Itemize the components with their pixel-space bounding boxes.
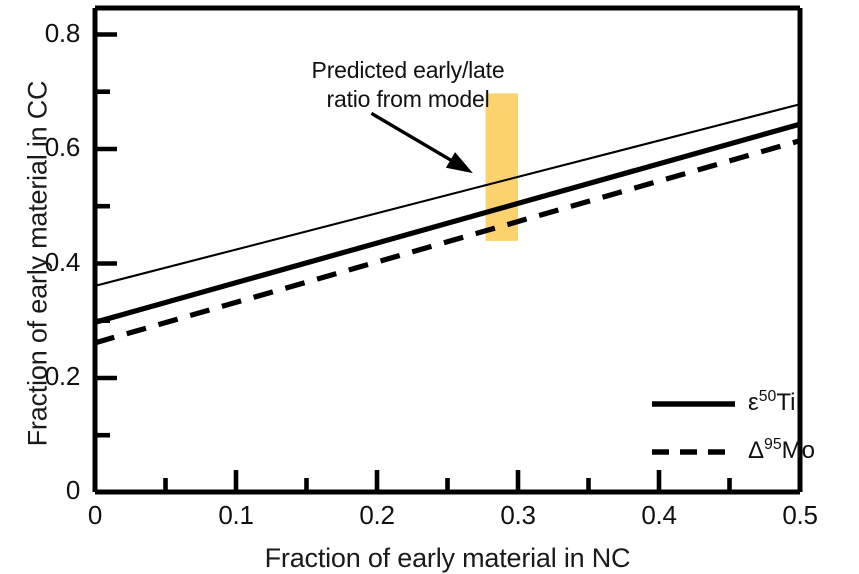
x-axis-minor-ticks	[163, 478, 732, 492]
y-axis-ticks	[95, 32, 117, 495]
annotation-text-block: Predicted early/late ratio from model	[258, 56, 558, 114]
reference-line-thin	[94, 103, 801, 287]
series-line-eps50ti	[94, 121, 801, 325]
series-line-delta95mo	[94, 138, 801, 346]
y-axis-minor-ticks	[95, 89, 110, 438]
annotation-line-1: Predicted early/late	[311, 57, 505, 83]
x-tick-label-0: 0	[87, 500, 103, 530]
y-tick-label-0-4: 0.4	[44, 247, 81, 277]
legend-label-eps50ti-sup: 50	[758, 388, 777, 405]
legend-label-delta95mo-sup: 95	[764, 436, 782, 453]
legend-label-delta95mo-base: Δ	[748, 437, 765, 464]
x-tick-label-0-2: 0.2	[359, 500, 395, 530]
y-axis-title: Fraction of early material in CC	[22, 80, 53, 447]
legend-label-eps50ti-tail: Ti	[776, 389, 796, 416]
x-tick-label-0-5: 0.5	[782, 500, 818, 530]
y-tick-label-0: 0	[65, 475, 80, 505]
y-tick-label-0-8: 0.8	[44, 18, 81, 48]
x-tick-label-0-3: 0.3	[500, 500, 536, 530]
annotation-arrow	[370, 111, 473, 174]
x-axis-title: Fraction of early material in NC	[264, 543, 631, 573]
x-tick-label-0-1: 0.1	[218, 500, 254, 530]
legend-label-delta95mo-tail: Mo	[781, 437, 815, 464]
legend-label-eps50ti: ε50Ti	[748, 389, 795, 417]
y-tick-label-0-6: 0.6	[44, 132, 81, 162]
x-axis-ticks	[92, 470, 803, 492]
y-tick-label-0-2: 0.2	[44, 361, 81, 391]
annotation-line-2: ratio from model	[326, 85, 490, 112]
legend-label-eps50ti-base: ε	[748, 389, 759, 416]
legend-label-delta95mo: Δ95Mo	[748, 437, 815, 465]
predicted-ratio-band	[485, 93, 518, 241]
x-tick-label-0-4: 0.4	[641, 500, 677, 530]
